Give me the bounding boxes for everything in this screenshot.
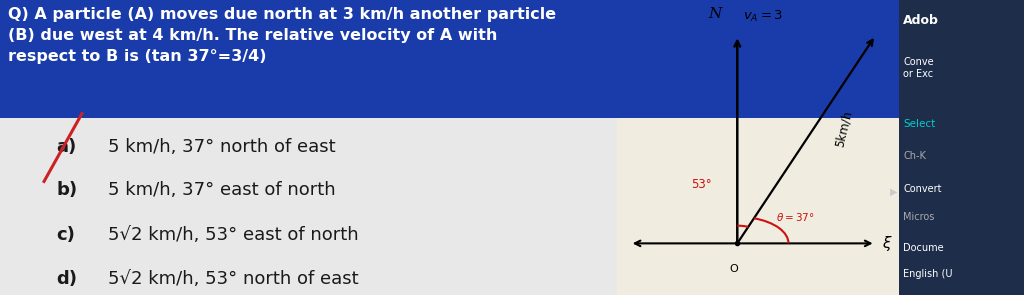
Text: $\theta=37°$: $\theta=37°$ bbox=[776, 211, 815, 223]
Text: c): c) bbox=[56, 225, 75, 244]
Text: 5km/h: 5km/h bbox=[833, 109, 854, 149]
Text: Ch-K: Ch-K bbox=[903, 151, 926, 161]
Text: Conve
or Exc: Conve or Exc bbox=[903, 57, 934, 79]
Text: 53°: 53° bbox=[691, 178, 712, 191]
Text: ▶: ▶ bbox=[890, 187, 897, 197]
Text: N: N bbox=[708, 7, 722, 21]
Text: Adob: Adob bbox=[903, 14, 939, 27]
Text: Docume: Docume bbox=[903, 243, 944, 253]
Text: b): b) bbox=[56, 181, 78, 199]
Text: Convert: Convert bbox=[903, 184, 942, 194]
Text: Select: Select bbox=[903, 119, 935, 129]
Text: O: O bbox=[730, 264, 738, 274]
Text: Micros: Micros bbox=[903, 212, 935, 222]
Text: 5√2 km/h, 53° east of north: 5√2 km/h, 53° east of north bbox=[108, 225, 358, 244]
Text: d): d) bbox=[56, 270, 78, 288]
Text: English (U: English (U bbox=[903, 269, 952, 279]
Text: $\xi$: $\xi$ bbox=[882, 234, 892, 253]
Text: 5 km/h, 37° north of east: 5 km/h, 37° north of east bbox=[108, 138, 335, 157]
Text: 5√2 km/h, 53° north of east: 5√2 km/h, 53° north of east bbox=[108, 270, 358, 288]
Text: a): a) bbox=[56, 138, 77, 157]
FancyBboxPatch shape bbox=[0, 0, 899, 118]
FancyBboxPatch shape bbox=[899, 0, 1024, 295]
FancyBboxPatch shape bbox=[617, 0, 899, 295]
Text: $v_A=3$: $v_A=3$ bbox=[743, 9, 783, 24]
Text: 5 km/h, 37° east of north: 5 km/h, 37° east of north bbox=[108, 181, 335, 199]
Text: Q) A particle (A) moves due north at 3 km/h another particle
(B) due west at 4 k: Q) A particle (A) moves due north at 3 k… bbox=[8, 7, 556, 64]
FancyBboxPatch shape bbox=[0, 118, 617, 295]
